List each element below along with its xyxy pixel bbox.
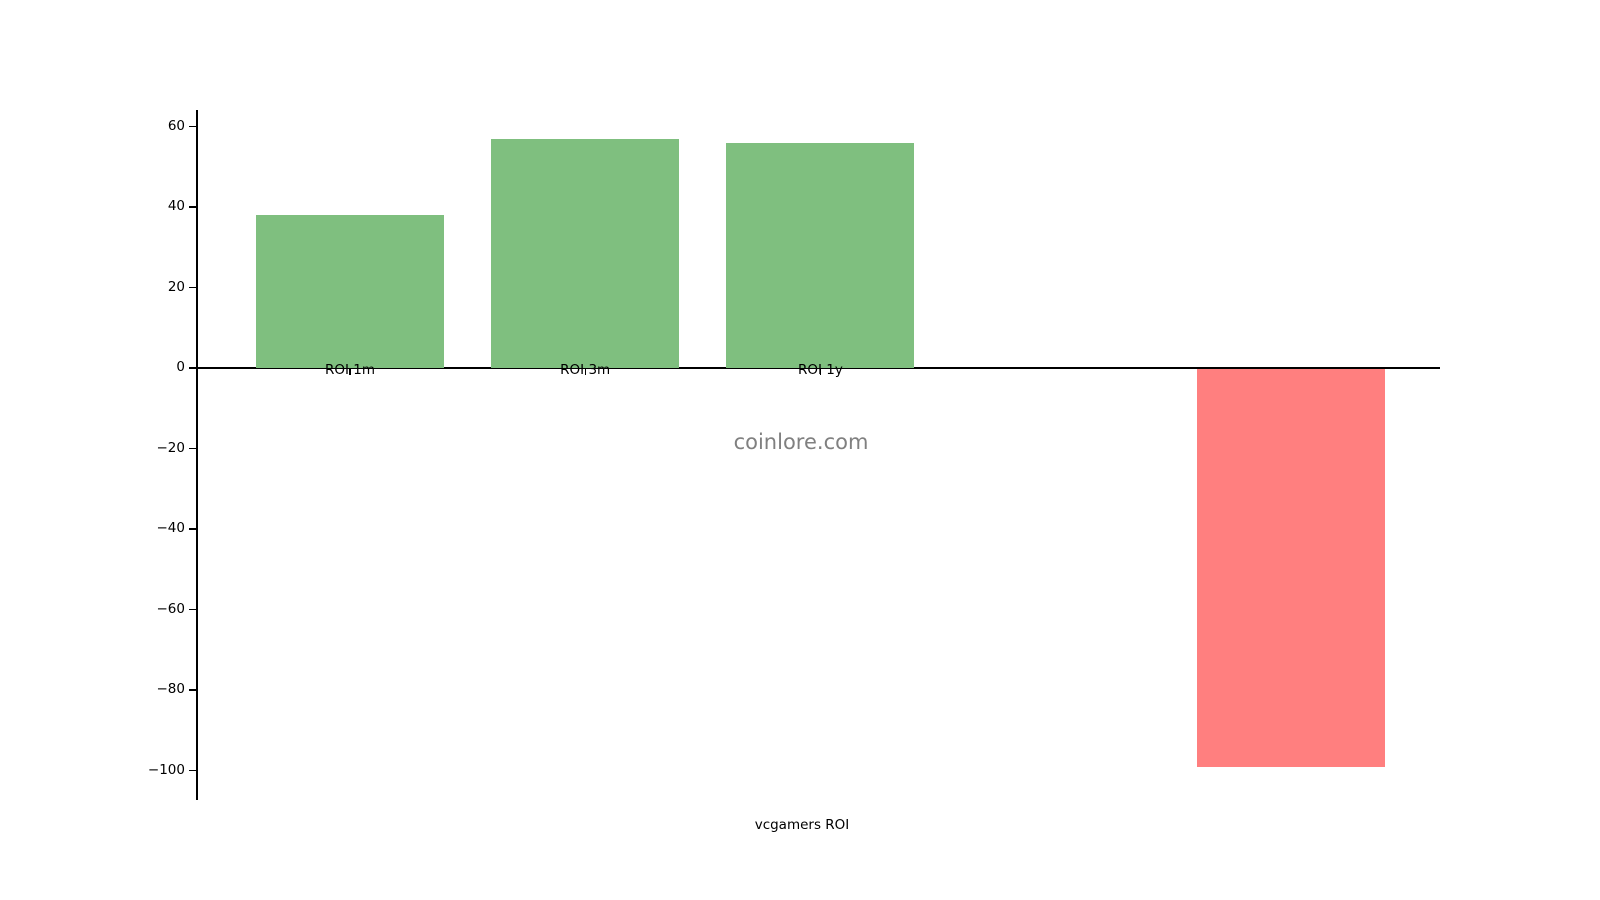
watermark: coinlore.com (733, 430, 869, 454)
bar-negative (1196, 369, 1385, 768)
y-tick-label: −40 (156, 520, 186, 536)
y-tick-mark (189, 689, 196, 691)
y-tick-label: −60 (156, 600, 186, 617)
y-tick-label: 0 (176, 359, 185, 375)
x-axis-title: vcgamers ROI (754, 817, 850, 833)
x-tick-mark (819, 368, 822, 375)
y-tick-label: −20 (156, 439, 186, 456)
x-axis-zero-line (196, 367, 1440, 369)
bar-positive (256, 215, 444, 368)
y-tick-mark (189, 125, 196, 128)
x-tick-label: ROI 1y (797, 362, 843, 378)
bar-positive (491, 138, 680, 368)
y-tick-mark (189, 206, 196, 208)
x-tick-label: ROI 3m (560, 362, 611, 378)
y-tick-mark (189, 447, 196, 450)
y-tick-mark (189, 608, 196, 611)
bar-positive (726, 142, 915, 368)
y-tick-mark (189, 286, 196, 289)
y-tick-label: −80 (156, 681, 186, 697)
y-tick-mark (189, 367, 196, 369)
x-tick-mark (584, 368, 586, 375)
y-tick-mark (189, 769, 196, 772)
y-tick-label: −100 (147, 761, 185, 778)
y-axis-line (196, 110, 198, 800)
y-tick-label: 40 (167, 198, 185, 214)
x-tick-mark (349, 368, 351, 375)
y-tick-label: 20 (167, 278, 185, 295)
y-tick-label: 60 (167, 117, 185, 134)
y-tick-mark (189, 528, 196, 530)
x-tick-label: ROI 1m (324, 362, 376, 378)
